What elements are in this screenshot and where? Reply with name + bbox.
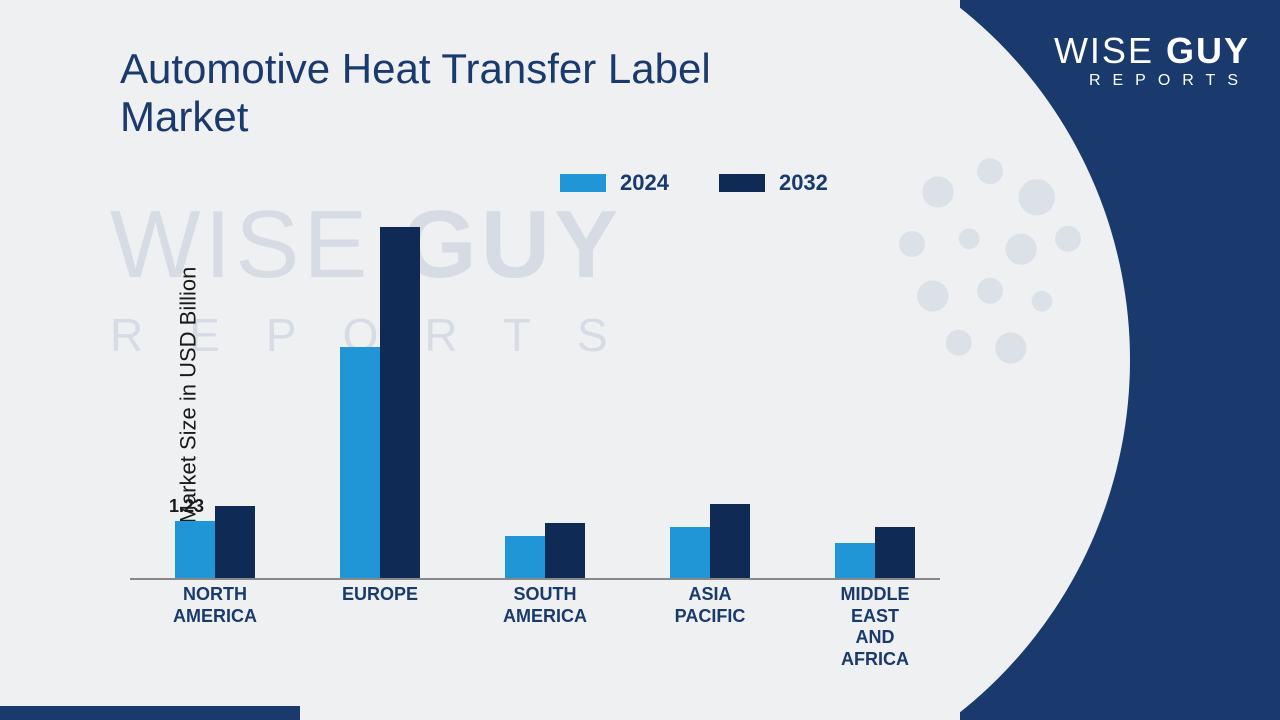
category-label: SOUTHAMERICA [470, 584, 620, 627]
bar [380, 227, 420, 579]
chart-title: Automotive Heat Transfer Label Market [120, 45, 840, 142]
legend-swatch-2032 [719, 174, 765, 192]
legend-swatch-2024 [560, 174, 606, 192]
bar-group: MIDDLEEASTANDAFRICA [800, 208, 950, 578]
category-label: EUROPE [305, 584, 455, 606]
legend: 2024 2032 [560, 170, 828, 196]
bar [835, 543, 875, 578]
bar [340, 347, 380, 578]
legend-item-2024: 2024 [560, 170, 669, 196]
bar-group: ASIAPACIFIC [635, 208, 785, 578]
legend-label-2024: 2024 [620, 170, 669, 196]
category-label: ASIAPACIFIC [635, 584, 785, 627]
bar [505, 536, 545, 578]
brand-logo: WISE GUY REPORTS [1054, 30, 1250, 90]
bar-chart: Market Size in USD Billion NORTHAMERICAE… [100, 210, 940, 580]
bar [175, 521, 215, 578]
legend-item-2032: 2032 [719, 170, 828, 196]
value-label: 1.23 [169, 496, 204, 517]
logo-name-b: GUY [1166, 30, 1250, 71]
bar-group: NORTHAMERICA [140, 208, 290, 578]
bottom-accent-bar [0, 706, 300, 720]
bar [875, 527, 915, 578]
category-label: NORTHAMERICA [140, 584, 290, 627]
plot-area: NORTHAMERICAEUROPESOUTHAMERICAASIAPACIFI… [130, 210, 940, 580]
logo-sub: REPORTS [1054, 72, 1250, 90]
bar [670, 527, 710, 578]
bar [215, 506, 255, 578]
bar [710, 504, 750, 578]
bar [545, 523, 585, 579]
bar-group: SOUTHAMERICA [470, 208, 620, 578]
legend-label-2032: 2032 [779, 170, 828, 196]
category-label: MIDDLEEASTANDAFRICA [800, 584, 950, 670]
bar-group: EUROPE [305, 208, 455, 578]
logo-name-a: WISE [1054, 30, 1154, 71]
